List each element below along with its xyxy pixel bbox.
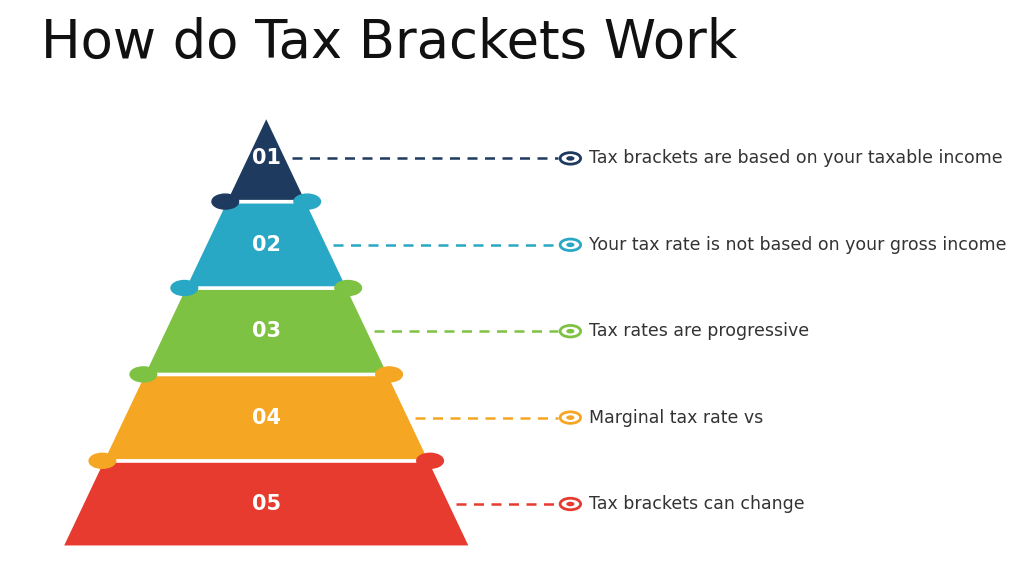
Polygon shape	[184, 202, 348, 288]
Circle shape	[560, 153, 581, 164]
Circle shape	[417, 453, 443, 468]
Circle shape	[294, 194, 321, 209]
Circle shape	[171, 281, 198, 295]
Circle shape	[560, 239, 581, 251]
Polygon shape	[225, 115, 307, 202]
Circle shape	[566, 502, 574, 506]
Text: 02: 02	[252, 235, 281, 255]
Circle shape	[335, 281, 361, 295]
Polygon shape	[102, 374, 430, 461]
Circle shape	[566, 415, 574, 420]
Circle shape	[560, 498, 581, 510]
Circle shape	[376, 367, 402, 382]
Circle shape	[566, 329, 574, 334]
Text: How do Tax Brackets Work: How do Tax Brackets Work	[41, 17, 737, 69]
Circle shape	[560, 325, 581, 337]
Circle shape	[212, 194, 239, 209]
Circle shape	[566, 242, 574, 247]
Text: Tax rates are progressive: Tax rates are progressive	[589, 322, 809, 340]
Polygon shape	[61, 461, 471, 547]
Text: Your tax rate is not based on your gross income: Your tax rate is not based on your gross…	[589, 236, 1007, 254]
Circle shape	[130, 367, 157, 382]
Circle shape	[560, 412, 581, 423]
Text: Tax brackets can change: Tax brackets can change	[589, 495, 805, 513]
Circle shape	[566, 156, 574, 161]
Text: 03: 03	[252, 321, 281, 341]
Text: Marginal tax rate vs: Marginal tax rate vs	[589, 408, 763, 427]
Text: Tax brackets are based on your taxable income: Tax brackets are based on your taxable i…	[589, 149, 1002, 168]
Text: 05: 05	[252, 494, 281, 514]
Text: 04: 04	[252, 408, 281, 427]
Text: 01: 01	[252, 149, 281, 168]
Circle shape	[89, 453, 116, 468]
Polygon shape	[143, 288, 389, 374]
